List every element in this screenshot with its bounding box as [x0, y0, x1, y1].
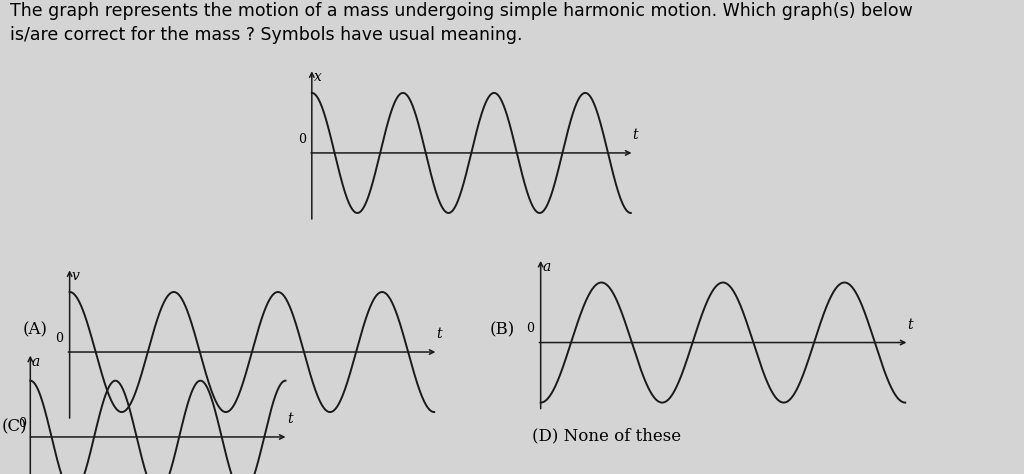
Text: 0: 0 — [18, 417, 26, 430]
Text: (B): (B) — [489, 321, 515, 338]
Text: t: t — [633, 128, 638, 142]
Text: 0: 0 — [298, 133, 306, 146]
Text: 0: 0 — [526, 322, 535, 335]
Text: t: t — [907, 318, 912, 332]
Text: The graph represents the motion of a mass undergoing simple harmonic motion. Whi: The graph represents the motion of a mas… — [10, 2, 913, 20]
Text: is/are correct for the mass ? Symbols have usual meaning.: is/are correct for the mass ? Symbols ha… — [10, 26, 522, 44]
Text: x: x — [313, 70, 322, 84]
Text: a: a — [32, 355, 40, 369]
Text: 0: 0 — [55, 332, 63, 345]
Text: (A): (A) — [23, 321, 47, 338]
Text: a: a — [543, 260, 551, 274]
Text: v: v — [72, 269, 80, 283]
Text: t: t — [287, 412, 293, 426]
Text: (D) None of these: (D) None of these — [532, 428, 682, 445]
Text: t: t — [436, 327, 441, 341]
Text: (C): (C) — [2, 418, 28, 435]
